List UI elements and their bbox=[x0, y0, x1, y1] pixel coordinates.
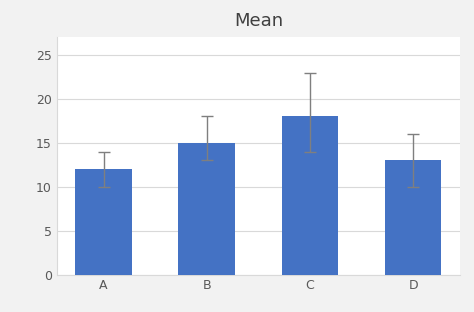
Bar bbox=[75, 169, 132, 275]
Title: Mean: Mean bbox=[234, 12, 283, 30]
Bar bbox=[178, 143, 235, 275]
Bar bbox=[282, 116, 338, 275]
Bar bbox=[385, 160, 441, 275]
